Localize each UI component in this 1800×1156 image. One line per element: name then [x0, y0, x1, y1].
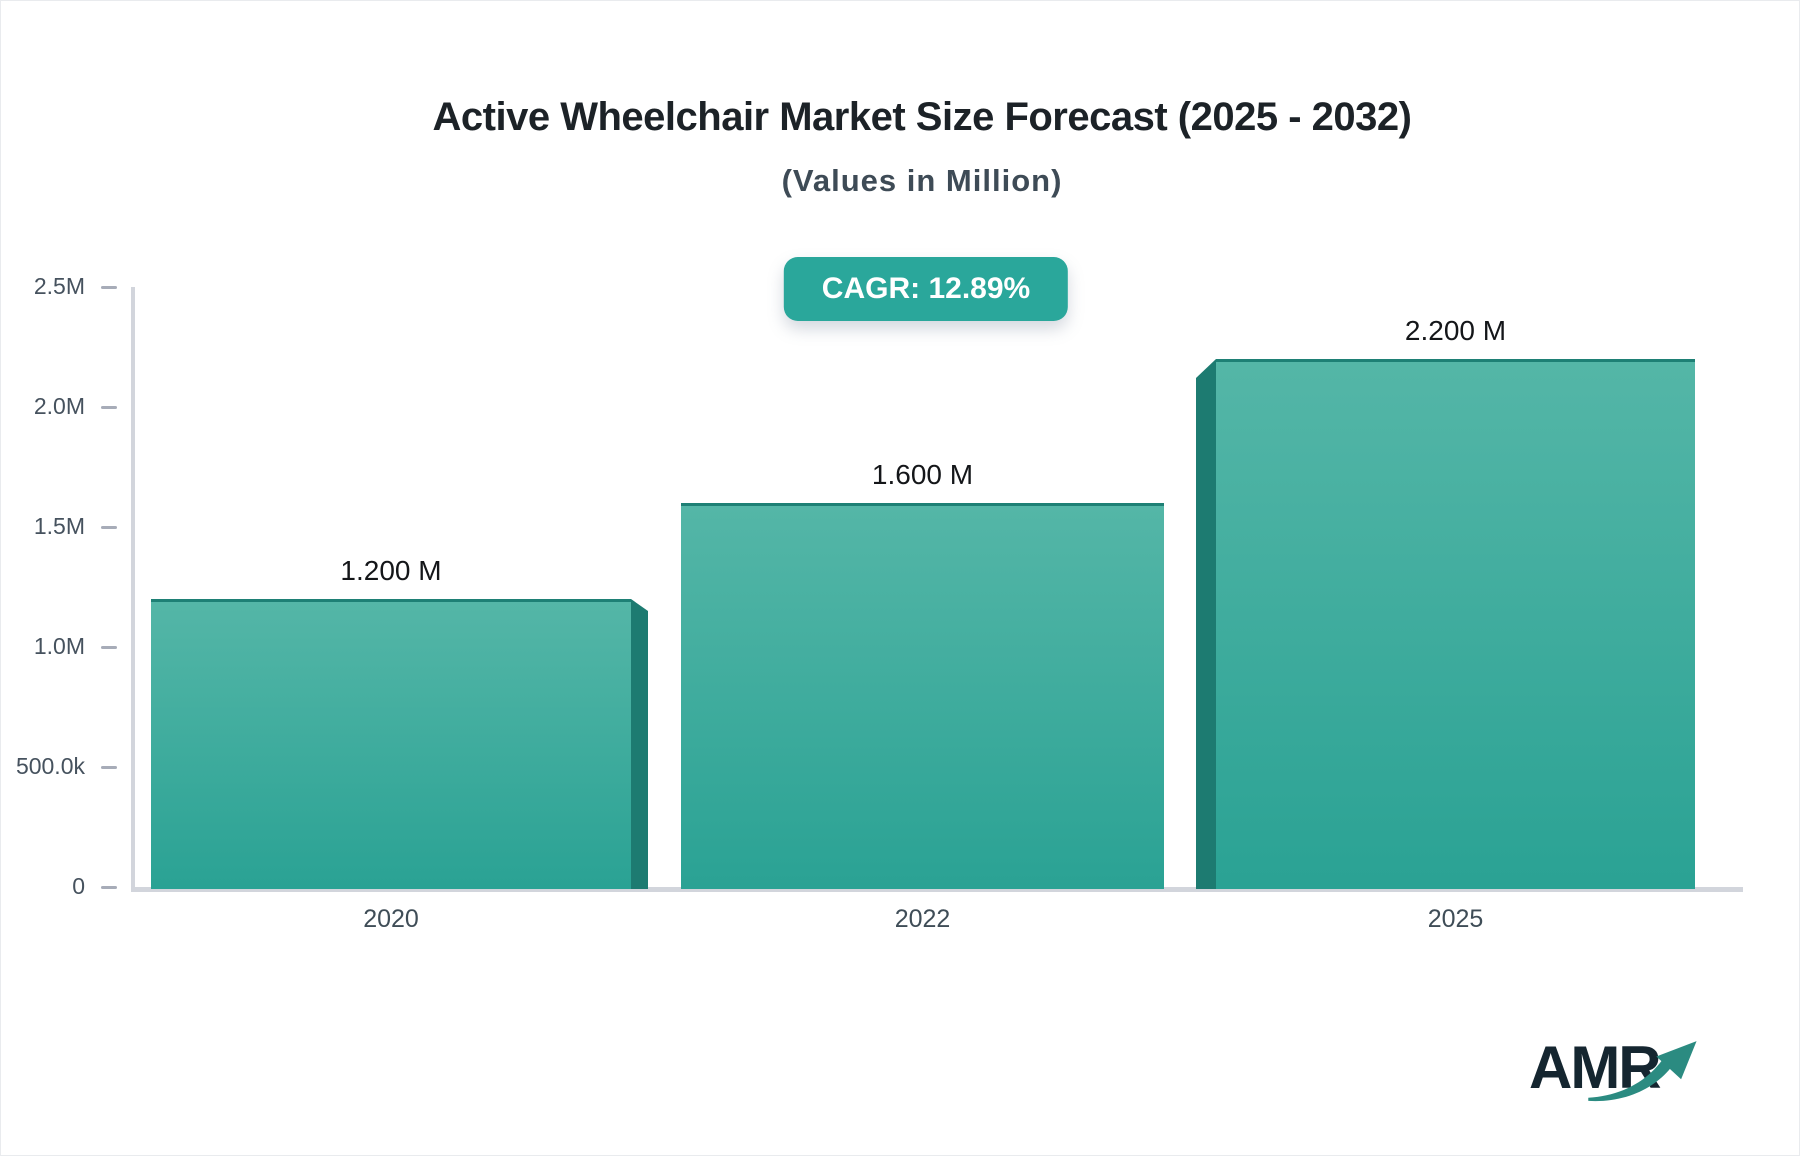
x-axis-label-2020: 2020 [363, 905, 419, 933]
bar-value-label-2025: 2.200 M [1404, 315, 1507, 346]
bar-side-face [631, 599, 648, 889]
bar-2020 [151, 599, 631, 889]
y-tick [101, 526, 117, 529]
x-axis-line [131, 887, 1743, 892]
y-tick [101, 286, 117, 289]
cagr-badge: CAGR: 12.89% [783, 257, 1069, 321]
y-tick-label: 1.0M [33, 633, 85, 659]
y-axis-line [131, 287, 135, 892]
bar-side-face [1196, 359, 1216, 889]
y-tick [101, 886, 117, 889]
amr-logo: AMR [1529, 1033, 1729, 1123]
chart-subtitle: (Values in Million) [781, 163, 1063, 198]
y-tick-label: 500.0k [15, 753, 85, 779]
y-tick [101, 406, 117, 409]
bar-value-label-2020: 1.200 M [340, 555, 442, 586]
y-tick [101, 646, 117, 649]
x-axis-label-2025: 2025 [1427, 905, 1484, 933]
x-axis-label-2022: 2022 [894, 905, 951, 933]
y-tick-label: 1.5M [33, 513, 85, 539]
trend-arrow-icon [1588, 1041, 1697, 1102]
bar-2025 [1216, 359, 1695, 889]
bar-2022 [681, 503, 1164, 889]
y-tick [101, 766, 117, 769]
y-tick-label: 2.5M [33, 273, 85, 299]
bar-value-label-2022: 1.600 M [871, 459, 974, 490]
chart-title: Active Wheelchair Market Size Forecast (… [432, 95, 1412, 139]
y-tick-label: 2.0M [33, 393, 85, 419]
y-tick-label: 0 [72, 873, 85, 899]
